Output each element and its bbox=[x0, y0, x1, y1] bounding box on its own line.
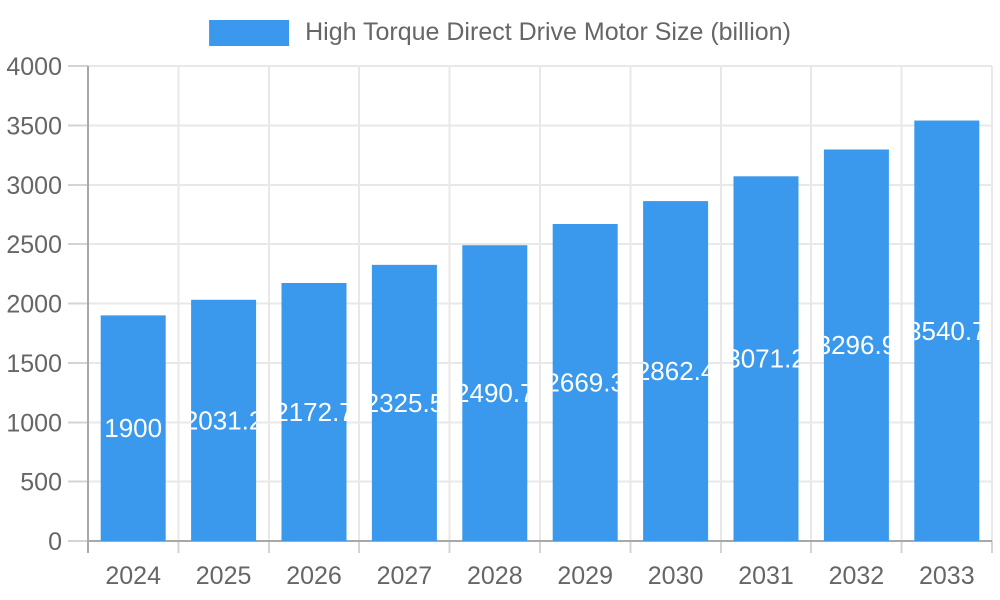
legend-color-swatch bbox=[209, 19, 290, 46]
y-axis-tick-label: 3500 bbox=[6, 112, 62, 140]
bar-value-label: 2031.2 bbox=[184, 405, 264, 435]
bar[interactable] bbox=[823, 149, 889, 542]
x-axis-tick-label: 2030 bbox=[648, 562, 704, 590]
y-axis-tick-label: 0 bbox=[48, 528, 62, 556]
legend-label: High Torque Direct Drive Motor Size (bil… bbox=[305, 18, 791, 46]
x-axis-tick-label: 2029 bbox=[557, 562, 613, 590]
bar[interactable] bbox=[462, 245, 528, 541]
bar-value-label: 3296.9 bbox=[817, 330, 897, 360]
bar-value-label: 2862.4 bbox=[636, 356, 716, 386]
bar[interactable] bbox=[552, 224, 618, 541]
bar-value-label: 2325.5 bbox=[365, 388, 445, 418]
y-axis-tick-label: 500 bbox=[20, 469, 62, 497]
bar-value-label: 2172.7 bbox=[274, 397, 354, 427]
bar-value-label: 1900 bbox=[104, 413, 162, 443]
bar-value-label: 3071.2 bbox=[726, 344, 806, 374]
y-axis-tick-label: 1000 bbox=[6, 409, 62, 437]
bar[interactable] bbox=[100, 315, 166, 541]
bar[interactable] bbox=[281, 282, 347, 541]
bar[interactable] bbox=[371, 264, 437, 541]
bar-value-label: 2669.3 bbox=[545, 368, 625, 398]
y-axis-tick-label: 2500 bbox=[6, 231, 62, 259]
x-axis-tick-label: 2028 bbox=[467, 562, 523, 590]
legend-item[interactable]: High Torque Direct Drive Motor Size (bil… bbox=[209, 19, 791, 46]
bar[interactable] bbox=[191, 299, 257, 541]
x-axis-tick-label: 2033 bbox=[919, 562, 975, 590]
x-axis-tick-label: 2026 bbox=[286, 562, 342, 590]
bar-value-label: 3540.7 bbox=[907, 316, 987, 346]
x-axis-tick-label: 2031 bbox=[738, 562, 794, 590]
x-axis-tick-label: 2027 bbox=[377, 562, 433, 590]
y-axis-tick-label: 2000 bbox=[6, 291, 62, 319]
bar[interactable] bbox=[733, 176, 799, 542]
y-axis-tick-label: 3000 bbox=[6, 172, 62, 200]
y-axis-tick-label: 1500 bbox=[6, 350, 62, 378]
y-axis-tick-label: 4000 bbox=[6, 53, 62, 81]
bar[interactable] bbox=[643, 201, 709, 541]
x-axis-tick-label: 2032 bbox=[829, 562, 885, 590]
x-axis-tick-label: 2024 bbox=[105, 562, 161, 590]
x-axis-tick-label: 2025 bbox=[196, 562, 252, 590]
bar-value-label: 2490.7 bbox=[455, 378, 535, 408]
bar[interactable] bbox=[914, 120, 980, 542]
